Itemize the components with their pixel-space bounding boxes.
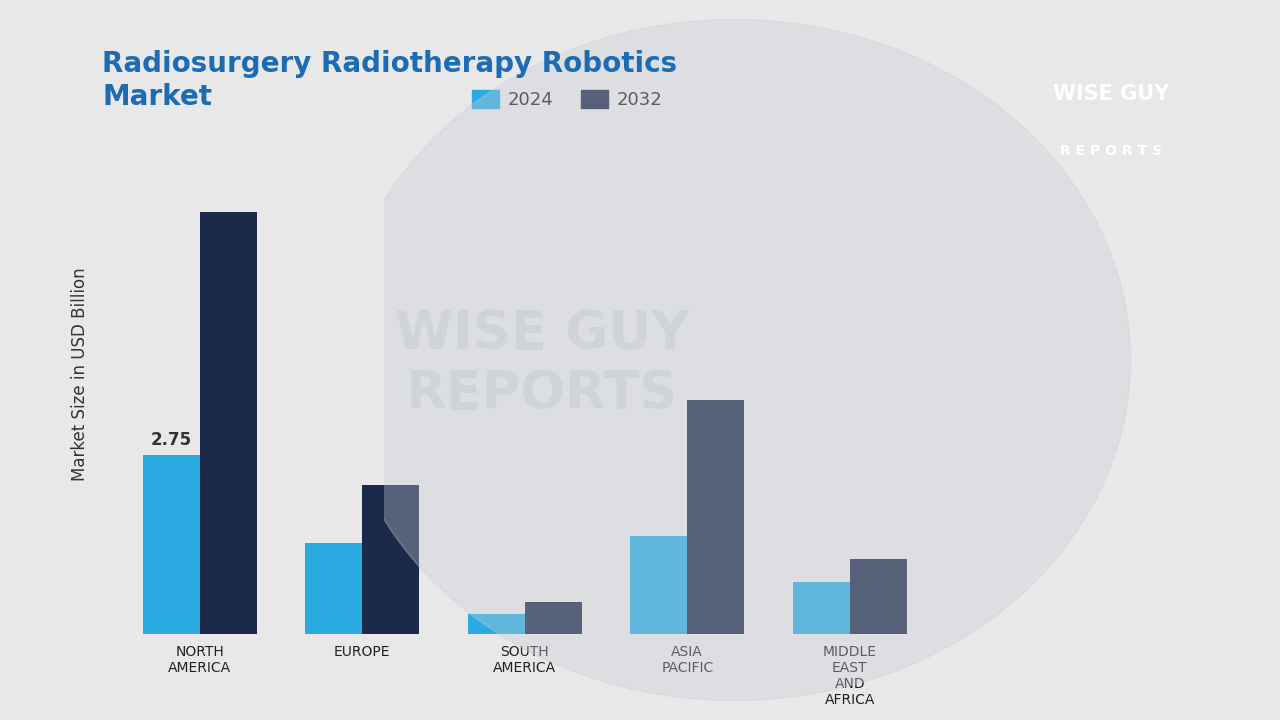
Text: WISE GUY
REPORTS: WISE GUY REPORTS	[394, 308, 689, 420]
Bar	[631, 536, 687, 634]
Bar	[850, 559, 906, 634]
Y-axis label: Market Size in USD Billion: Market Size in USD Billion	[70, 268, 88, 481]
Bar	[143, 456, 200, 634]
Text: Radiosurgery Radiotherapy Robotics
Market: Radiosurgery Radiotherapy Robotics Marke…	[102, 50, 677, 111]
Bar	[200, 212, 257, 634]
Text: WISE GUY: WISE GUY	[1053, 84, 1169, 104]
Bar	[792, 582, 850, 634]
Legend: 2024, 2032: 2024, 2032	[465, 83, 669, 117]
Bar	[468, 614, 525, 634]
Bar	[525, 603, 581, 634]
Bar	[362, 485, 420, 634]
Bar	[687, 400, 744, 634]
Text: 2.75: 2.75	[151, 431, 192, 449]
Bar	[306, 543, 362, 634]
Circle shape	[338, 19, 1130, 701]
Text: R E P O R T S: R E P O R T S	[1060, 144, 1162, 158]
